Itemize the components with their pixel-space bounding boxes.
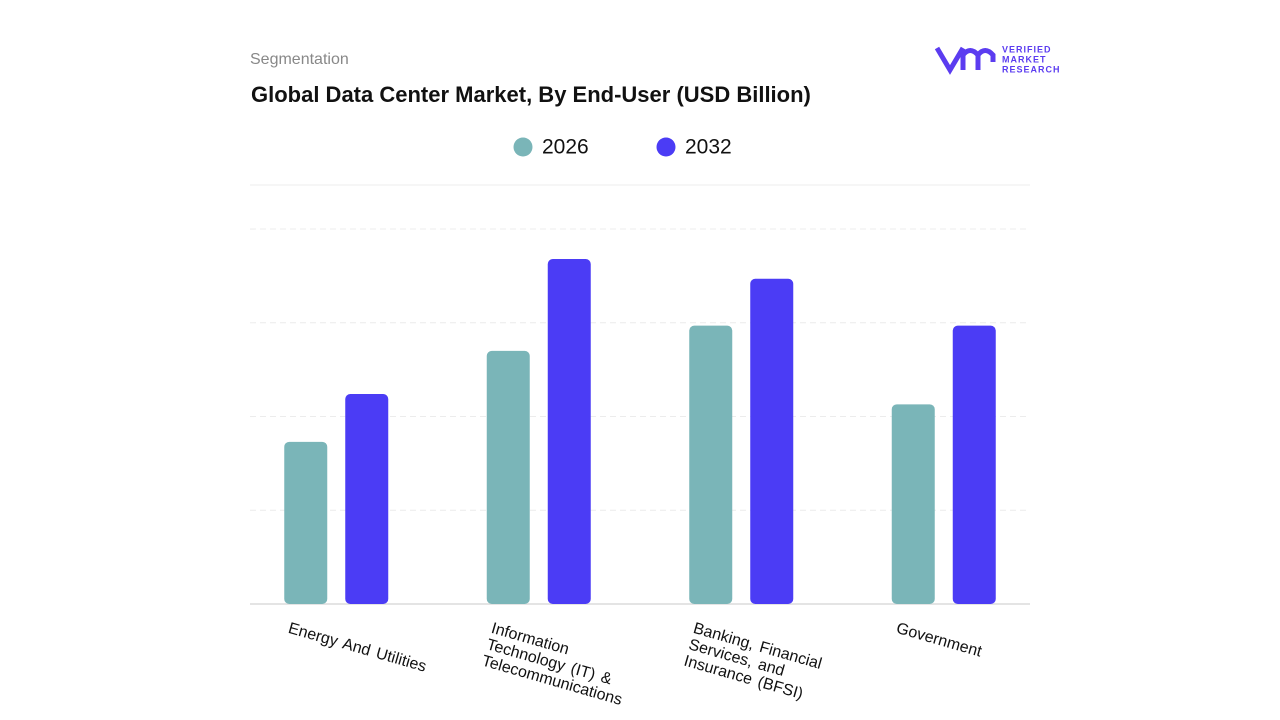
logo-mark (934, 46, 996, 75)
logo-text: VERIFIED (1002, 44, 1052, 54)
legend-label: 2032 (685, 136, 732, 159)
bar (689, 325, 733, 604)
legend-marker (513, 137, 533, 157)
bar (547, 259, 591, 604)
bar (750, 278, 794, 604)
logo: VERIFIED MARKET RESEARCH (934, 44, 1061, 75)
chart-subtitle: Segmentation (250, 51, 349, 68)
bar (345, 394, 389, 604)
legend-label: 2026 (542, 136, 589, 159)
chart-title: Global Data Center Market, By End-User (… (251, 82, 811, 107)
bar (284, 441, 328, 604)
logo-text: MARKET (1002, 54, 1047, 64)
bar (891, 404, 935, 604)
logo-text: RESEARCH (1002, 64, 1061, 74)
legend-marker (656, 137, 676, 157)
bar (952, 325, 996, 604)
bar (486, 350, 530, 604)
